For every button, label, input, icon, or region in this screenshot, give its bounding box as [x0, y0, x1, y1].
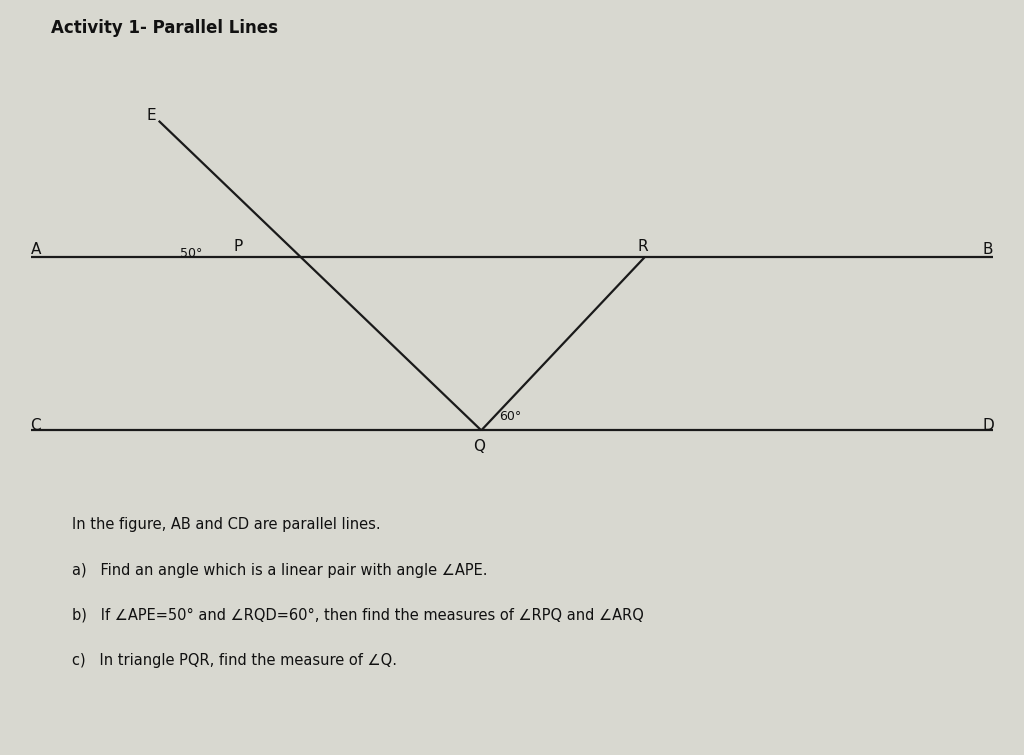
Text: C: C — [31, 418, 41, 433]
Text: D: D — [982, 418, 994, 433]
Text: b)   If ∠APE=50° and ∠RQD=60°, then find the measures of ∠RPQ and ∠ARQ: b) If ∠APE=50° and ∠RQD=60°, then find t… — [72, 608, 643, 623]
Text: c)   In triangle PQR, find the measure of ∠Q.: c) In triangle PQR, find the measure of … — [72, 653, 396, 668]
Text: E: E — [146, 108, 157, 123]
Text: 60°: 60° — [499, 410, 521, 424]
Text: Q: Q — [473, 439, 485, 455]
Text: R: R — [638, 239, 648, 254]
Text: P: P — [233, 239, 243, 254]
Text: Activity 1- Parallel Lines: Activity 1- Parallel Lines — [51, 19, 279, 37]
Text: A: A — [31, 242, 41, 257]
Text: In the figure, AB and CD are parallel lines.: In the figure, AB and CD are parallel li… — [72, 517, 380, 532]
Text: B: B — [983, 242, 993, 257]
Text: a)   Find an angle which is a linear pair with angle ∠APE.: a) Find an angle which is a linear pair … — [72, 562, 487, 578]
Text: 50°: 50° — [180, 247, 203, 260]
